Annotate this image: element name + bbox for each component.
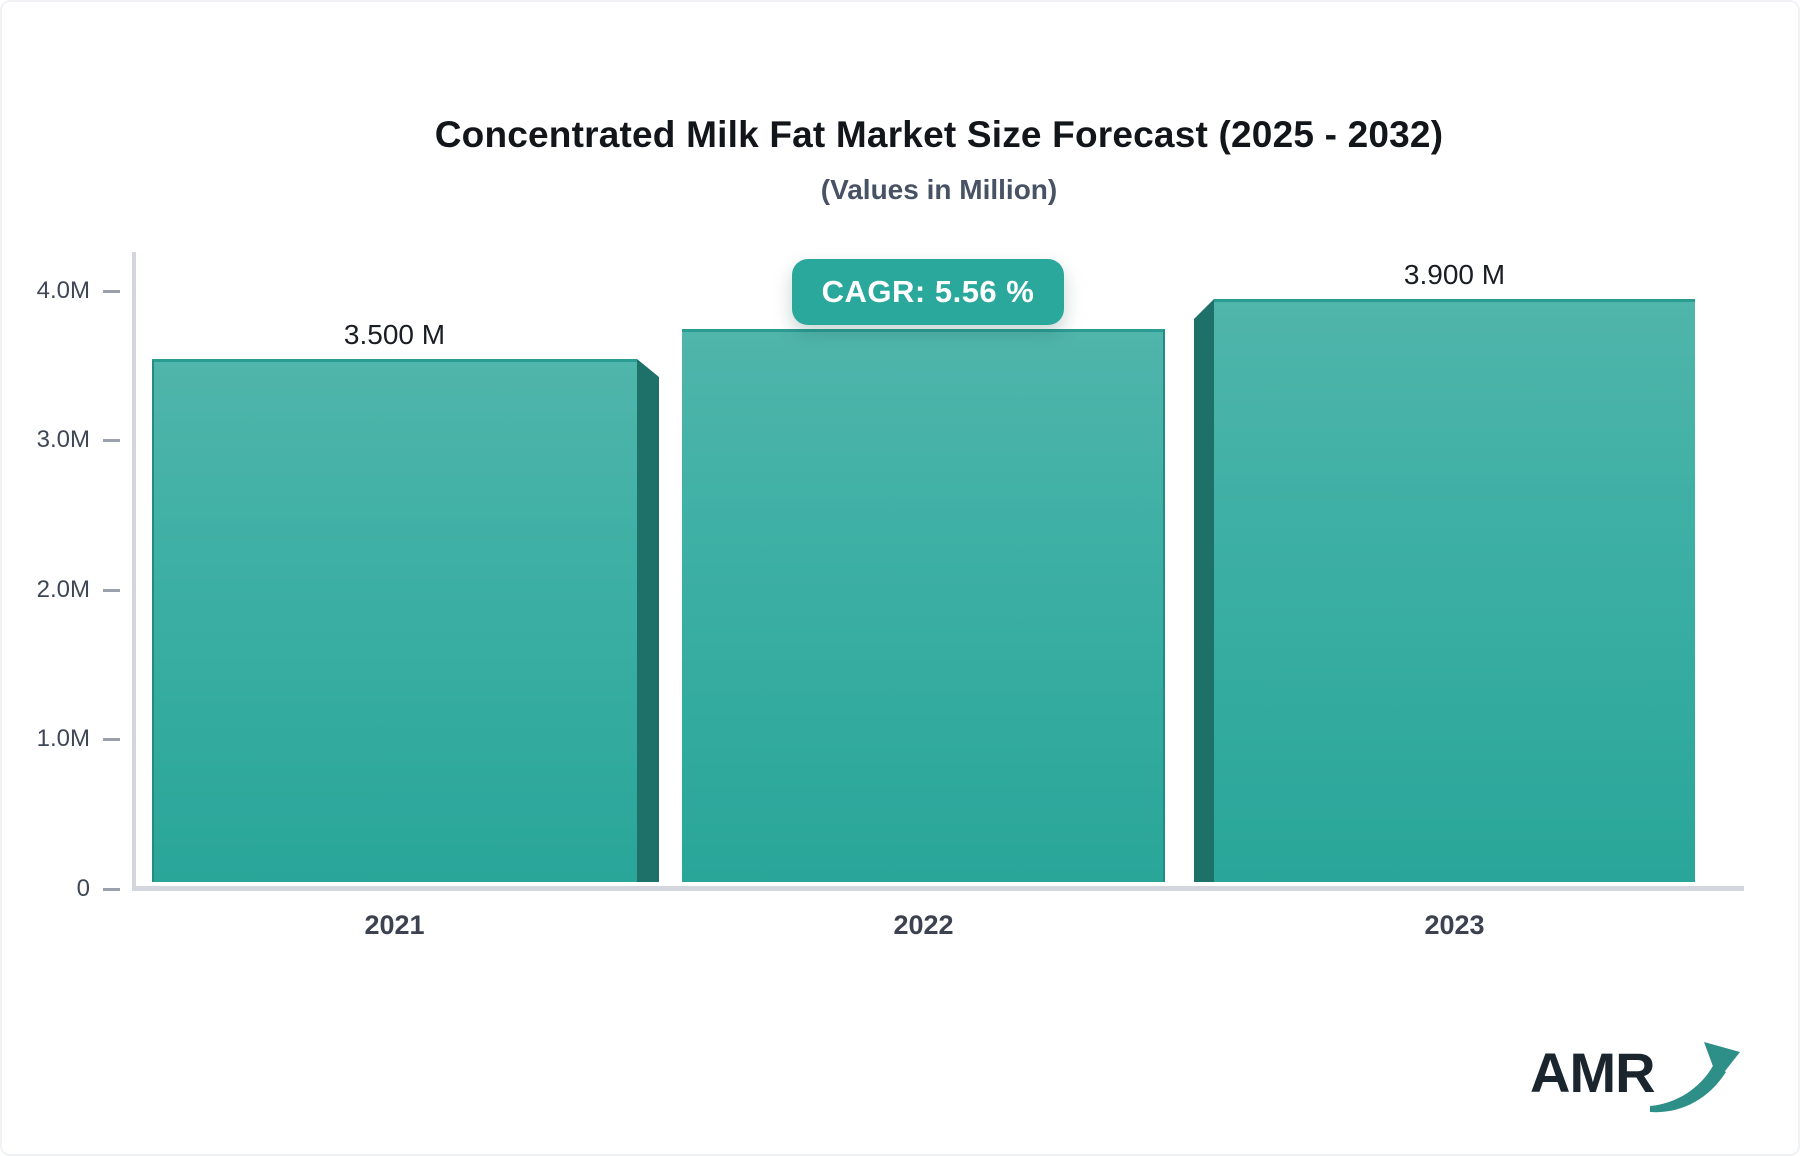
- y-axis-line: [132, 252, 136, 891]
- cagr-badge: CAGR: 5.56 %: [792, 259, 1064, 325]
- page-title: Concentrated Milk Fat Market Size Foreca…: [434, 114, 1444, 155]
- bar-2023-side-shadow: [1194, 299, 1214, 882]
- page-subtitle: (Values in Million): [820, 174, 1058, 205]
- bar-2022: [682, 329, 1165, 882]
- growth-arrow-icon: [1650, 1042, 1740, 1113]
- amr-logo: AMR: [1530, 1032, 1750, 1122]
- bar-2021-side-shadow: [637, 359, 659, 882]
- bar-value-label-2021: 3.500 M: [343, 319, 446, 350]
- x-label-2023: 2023: [1424, 910, 1485, 940]
- y-tick-label-0: 0: [76, 875, 90, 902]
- bar-2023: [1214, 299, 1695, 882]
- y-tick-label-4: 4.0M: [36, 277, 90, 304]
- y-tick-1: [103, 738, 120, 741]
- y-tick-label-2: 2.0M: [36, 576, 90, 603]
- bar-2021: [152, 359, 637, 882]
- y-tick-4: [103, 290, 120, 293]
- cagr-badge-label: CAGR: 5.56 %: [821, 274, 1035, 309]
- y-tick-3: [103, 439, 120, 442]
- y-tick-label-1: 1.0M: [36, 725, 90, 752]
- x-axis-baseline: [132, 886, 1744, 891]
- y-tick-2: [103, 589, 120, 592]
- y-tick-label-3: 3.0M: [36, 426, 90, 453]
- x-label-2022: 2022: [893, 910, 954, 940]
- x-label-2021: 2021: [364, 910, 425, 940]
- bar-value-label-2023: 3.900 M: [1403, 259, 1506, 290]
- y-tick-0: [103, 888, 120, 891]
- amr-logo-text: AMR: [1530, 1041, 1656, 1104]
